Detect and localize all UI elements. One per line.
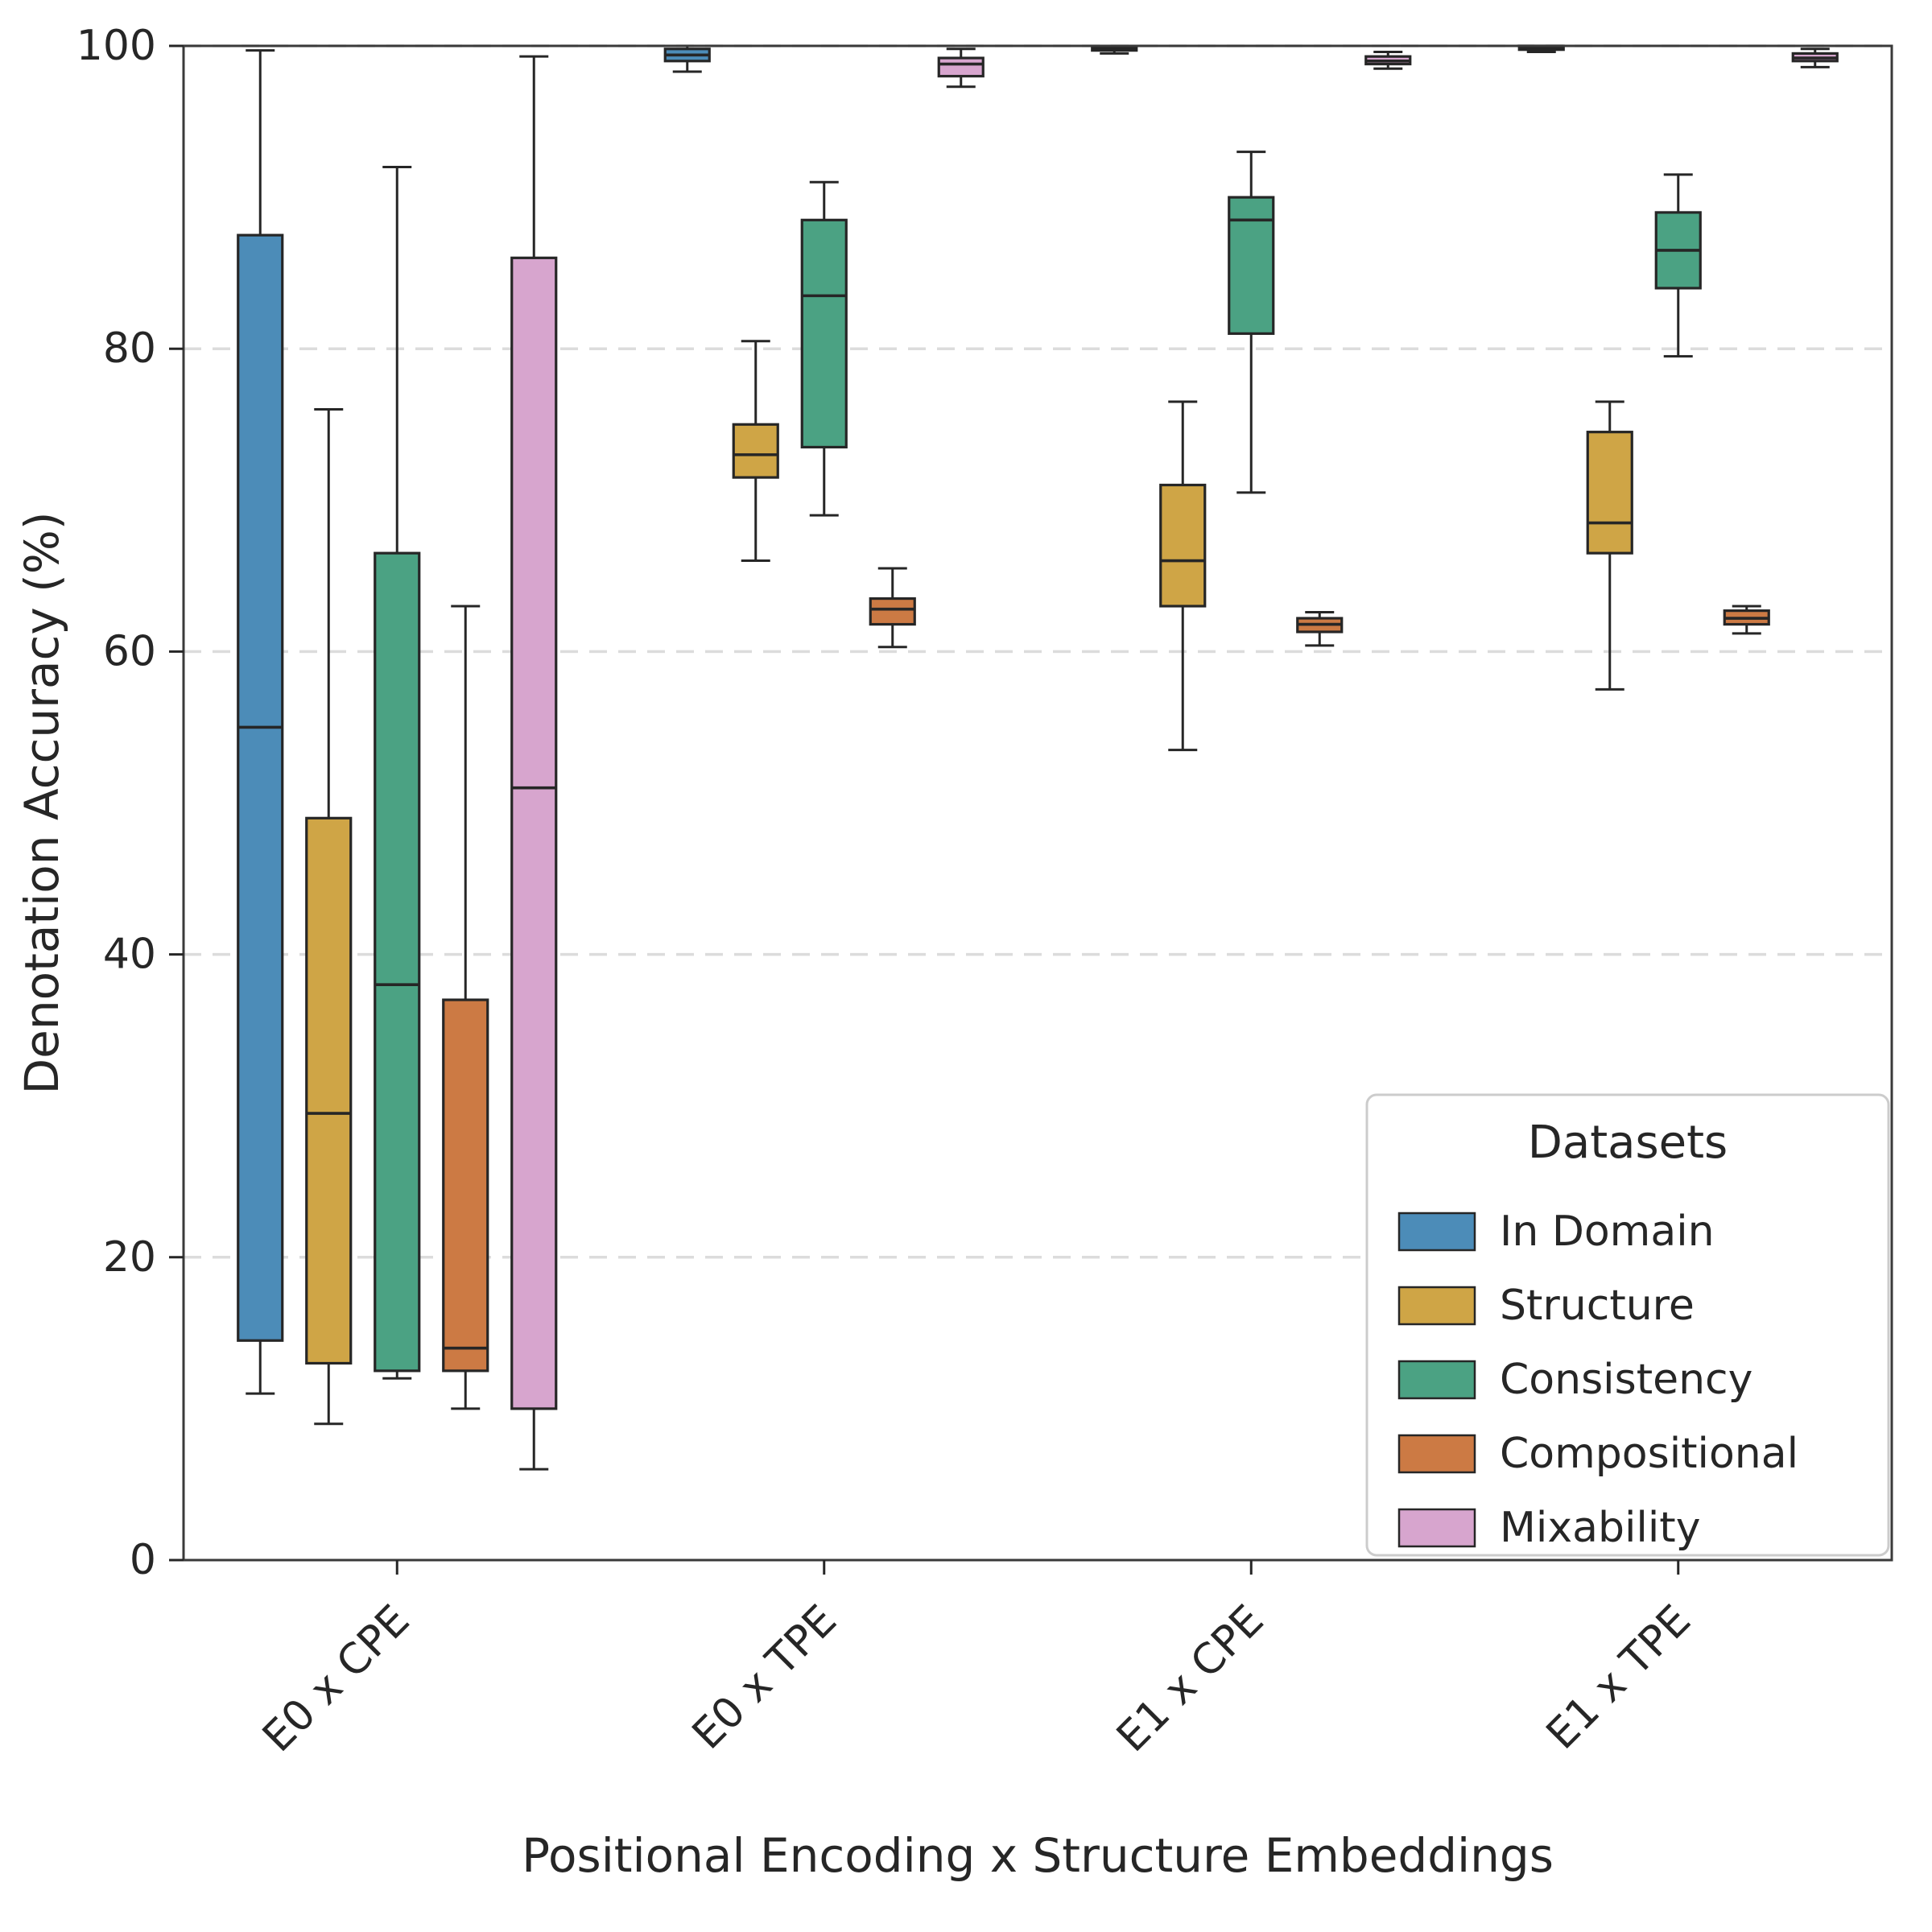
- box-group-compositional-1: [869, 567, 916, 649]
- y-tick-label: 40: [103, 931, 156, 979]
- box: [1228, 196, 1275, 335]
- plot-border: [182, 44, 1893, 1562]
- legend-label: In Domain: [1500, 1208, 1715, 1256]
- y-tick-label: 0: [130, 1536, 156, 1584]
- legend-label: Structure: [1500, 1282, 1695, 1330]
- box-group-compositional-2: [1296, 610, 1344, 647]
- box: [937, 56, 985, 78]
- legend-item-in-domain: In Domain: [1397, 1208, 1715, 1256]
- box-group-structure-2: [1159, 400, 1207, 752]
- x-tick-label: E1 x CPE: [1108, 1596, 1273, 1761]
- legend-swatch: [1397, 1212, 1476, 1252]
- box: [305, 816, 353, 1365]
- box-group-consistency-3: [1654, 173, 1702, 358]
- legend-swatch: [1397, 1286, 1476, 1326]
- box-group-structure-1: [732, 340, 779, 563]
- legend-item-mixability: Mixability: [1397, 1504, 1700, 1552]
- x-tick-label: E0 x TPE: [683, 1596, 846, 1759]
- legend-label: Compositional: [1500, 1430, 1798, 1478]
- y-tick-label: 100: [76, 22, 156, 70]
- legend-swatch: [1397, 1360, 1476, 1400]
- x-tick-label: E0 x CPE: [254, 1596, 419, 1761]
- box: [1586, 431, 1633, 555]
- box-group-compositional-0: [442, 605, 489, 1410]
- box: [1159, 483, 1207, 608]
- box-group-mixability-3: [1791, 47, 1839, 68]
- box-group-in-domain-0: [237, 49, 284, 1395]
- x-tick-label: E1 x TPE: [1538, 1596, 1700, 1759]
- legend-box: [1365, 1093, 1890, 1557]
- box-group-mixability-1: [937, 47, 985, 89]
- legend-title: Datasets: [1528, 1117, 1728, 1169]
- box: [732, 423, 779, 479]
- box: [869, 597, 916, 626]
- box-group-structure-0: [305, 407, 353, 1426]
- legend: Datasets In Domain Structure Consistency Com…: [1365, 1093, 1890, 1557]
- box-group-structure-3: [1586, 400, 1633, 691]
- legend-label: Consistency: [1500, 1356, 1752, 1404]
- x-axis-label: Positional Encoding x Structure Embeddin…: [522, 1828, 1554, 1883]
- legend-swatch: [1397, 1434, 1476, 1474]
- box-group-consistency-1: [800, 180, 848, 517]
- y-axis-label: Denotation Accuracy (%): [14, 511, 69, 1094]
- y-tick-label: 80: [103, 324, 156, 373]
- legend-item-compositional: Compositional: [1397, 1430, 1798, 1478]
- box-group-compositional-3: [1723, 605, 1770, 635]
- box-group-mixability-2: [1364, 51, 1412, 70]
- legend-swatch: [1397, 1508, 1476, 1548]
- legend-item-consistency: Consistency: [1397, 1356, 1752, 1404]
- y-tick-label: 60: [103, 627, 156, 675]
- box: [510, 256, 558, 1410]
- box: [800, 218, 848, 449]
- box-group-consistency-2: [1228, 151, 1275, 494]
- legend-item-structure: Structure: [1397, 1282, 1695, 1330]
- y-tick-label: 20: [103, 1233, 156, 1282]
- box-group-consistency-0: [374, 165, 421, 1380]
- box: [374, 551, 421, 1373]
- legend-label: Mixability: [1500, 1504, 1700, 1552]
- box: [237, 233, 284, 1342]
- box-group-mixability-0: [510, 55, 558, 1471]
- box: [442, 998, 489, 1373]
